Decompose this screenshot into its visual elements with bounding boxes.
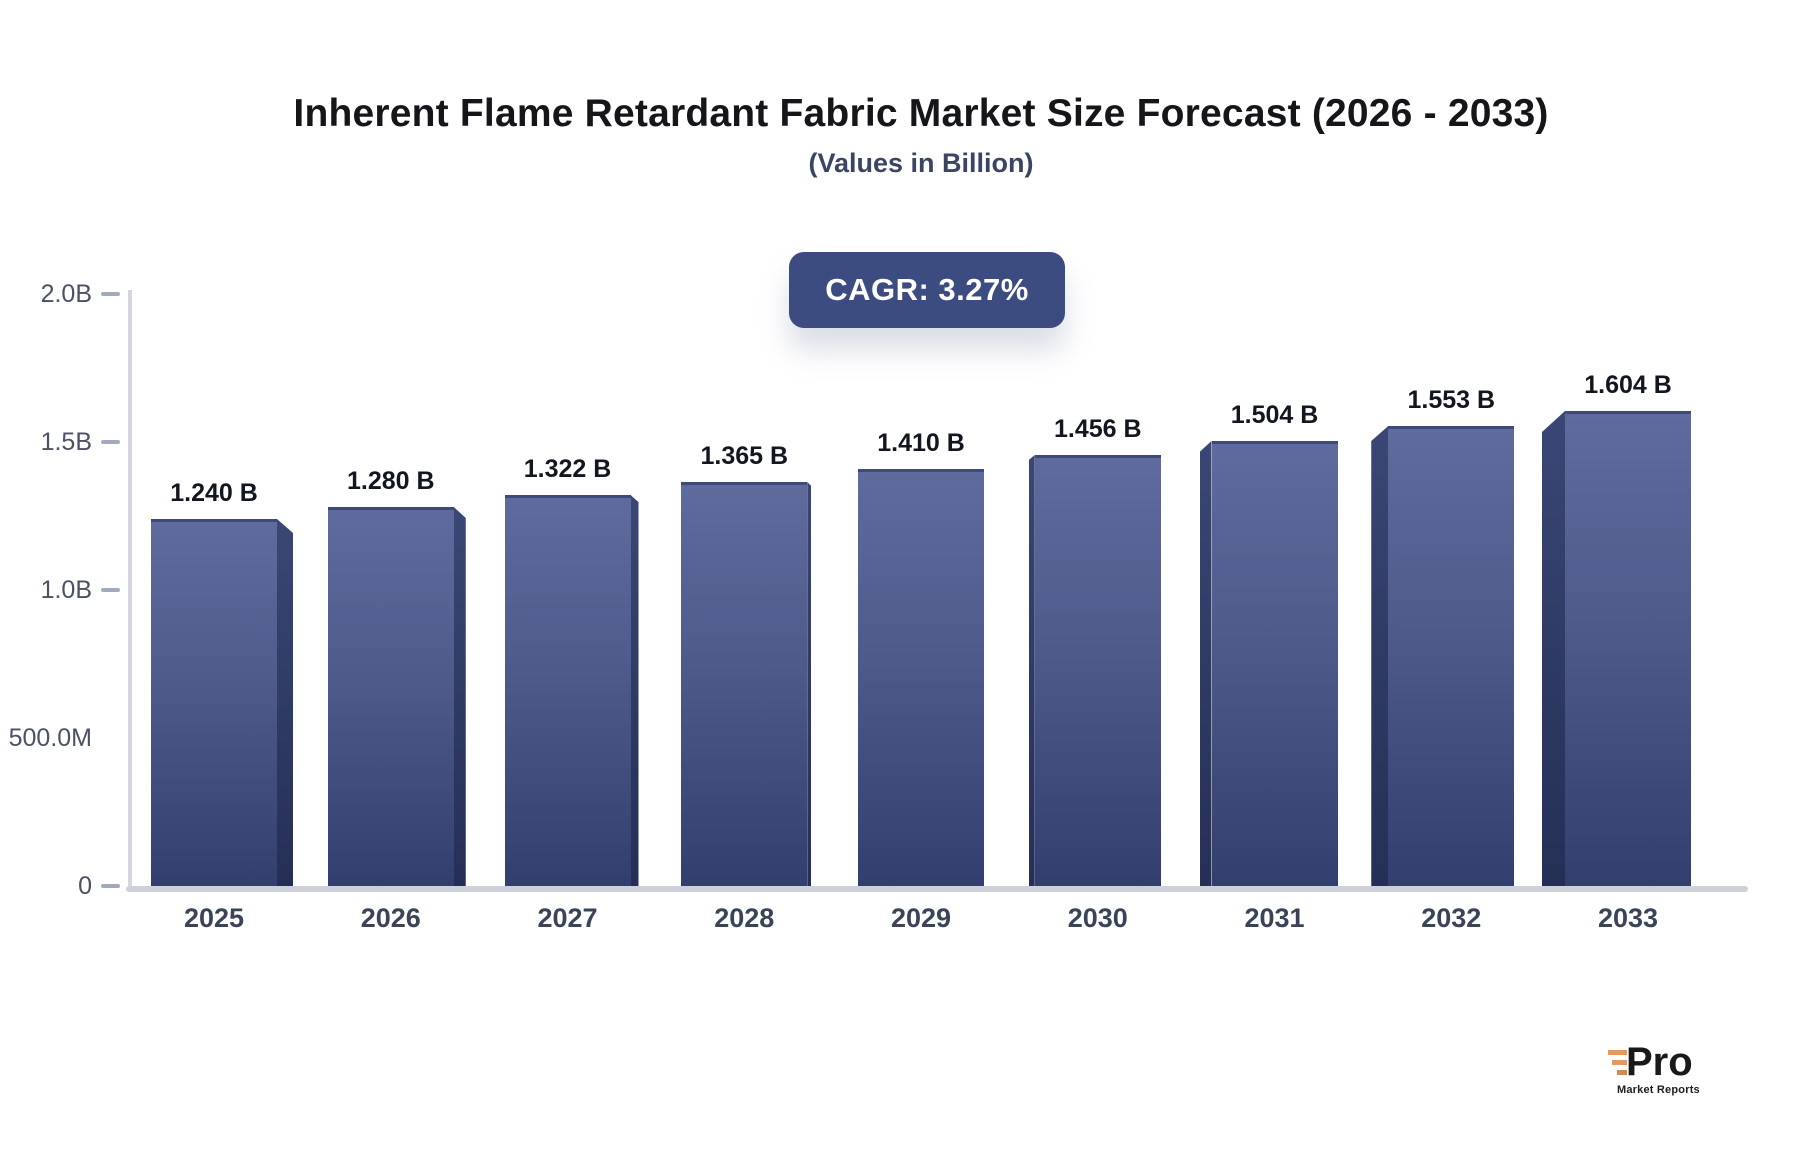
bar-2033[interactable] <box>1542 411 1691 886</box>
y-tick-dash <box>101 292 120 296</box>
bar-side-3d <box>807 482 812 886</box>
y-tick-label: 0 <box>78 872 92 900</box>
x-axis-label-2027: 2027 <box>537 903 598 933</box>
bar-2030[interactable] <box>1028 455 1161 886</box>
y-tick-dash <box>101 440 120 444</box>
x-axis-label-2028: 2028 <box>714 903 775 933</box>
x-axis-label-2026: 2026 <box>360 903 421 933</box>
bar-value-label: 1.280 B <box>346 467 435 495</box>
x-axis-label-2030: 2030 <box>1067 903 1128 933</box>
bar-value-label: 1.410 B <box>877 429 965 457</box>
bar-face <box>1211 441 1338 886</box>
bar-face <box>1565 411 1691 886</box>
y-tick-label: 1.5B <box>40 428 92 456</box>
bar-2025[interactable] <box>151 519 293 886</box>
cagr-badge: CAGR: 3.27% <box>789 252 1065 328</box>
bar-value-label: 1.504 B <box>1230 401 1319 429</box>
chart-header: Inherent Flame Retardant Fabric Market S… <box>21 0 1800 179</box>
chart-subtitle: (Values in Billion) <box>808 148 1034 178</box>
logo-text: Pro <box>1626 1040 1693 1084</box>
bar-value-label: 1.553 B <box>1407 386 1496 414</box>
bar-side-3d <box>1371 426 1389 886</box>
bar-face <box>858 469 984 886</box>
bar-2027[interactable] <box>504 495 639 886</box>
chart-title: Inherent Flame Retardant Fabric Market S… <box>293 92 1549 135</box>
bar-value-label: 1.365 B <box>700 442 789 470</box>
bar-face <box>1388 426 1515 886</box>
x-axis-label-2031: 2031 <box>1244 903 1305 933</box>
bar-2031[interactable] <box>1199 441 1338 886</box>
bar-value-label: 1.240 B <box>170 479 258 507</box>
bar-side-3d <box>1028 455 1035 886</box>
bar-2028[interactable] <box>681 482 812 886</box>
cagr-badge-label: CAGR: 3.27% <box>825 272 1029 307</box>
x-axis-label-2029: 2029 <box>890 903 952 933</box>
x-axis-label-2025: 2025 <box>183 903 245 933</box>
y-tick-label: 2.0B <box>40 280 92 308</box>
y-axis-line <box>128 290 132 891</box>
bar-side-3d <box>1542 411 1565 886</box>
bar-side-3d <box>453 507 466 886</box>
logo-speed-bars-icon <box>1608 1050 1627 1080</box>
bar-face <box>1034 455 1161 886</box>
bar-value-label: 1.456 B <box>1053 415 1142 443</box>
bar-value-label: 1.604 B <box>1584 371 1672 399</box>
bar-face <box>681 482 808 886</box>
bar-value-label: 1.322 B <box>523 455 612 483</box>
x-axis-label-2032: 2032 <box>1421 903 1482 933</box>
bar-2032[interactable] <box>1371 426 1515 886</box>
bar-side-3d <box>630 495 639 886</box>
y-tick-dash <box>101 884 120 888</box>
logo-tagline: Market Reports <box>1617 1084 1700 1096</box>
bar-face <box>504 495 631 886</box>
bar-2029[interactable] <box>858 469 984 886</box>
x-axis-label-2033: 2033 <box>1597 903 1659 933</box>
y-tick-label: 1.0B <box>40 576 92 604</box>
bar-side-3d <box>1199 441 1212 886</box>
x-axis-line <box>126 886 1748 892</box>
pro-market-reports-logo: Pro Market Reports <box>1608 1042 1778 1096</box>
y-tick-label: 500.0M <box>8 724 92 752</box>
bar-side-3d <box>277 519 293 886</box>
bar-face <box>327 507 454 886</box>
bar-2026[interactable] <box>327 507 466 886</box>
bar-face <box>151 519 277 886</box>
y-tick-dash <box>101 588 120 592</box>
